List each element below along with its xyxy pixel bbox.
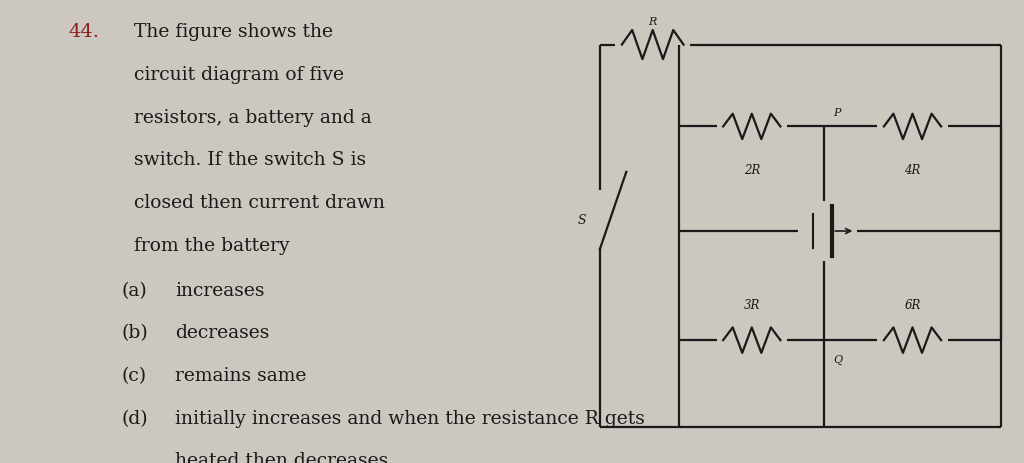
Text: increases: increases <box>175 281 265 299</box>
Text: from the battery: from the battery <box>133 236 289 254</box>
Text: decreases: decreases <box>175 324 269 342</box>
Text: closed then current drawn: closed then current drawn <box>133 194 384 212</box>
Text: circuit diagram of five: circuit diagram of five <box>133 66 344 84</box>
Text: Q: Q <box>834 354 843 364</box>
Text: initially increases and when the resistance R gets: initially increases and when the resista… <box>175 409 645 427</box>
Text: remains same: remains same <box>175 366 306 384</box>
Text: P: P <box>834 108 841 118</box>
Text: The figure shows the: The figure shows the <box>133 23 333 41</box>
Text: 44.: 44. <box>69 23 99 41</box>
Text: (b): (b) <box>122 324 148 342</box>
Text: 2R: 2R <box>743 163 760 176</box>
Text: R: R <box>648 17 656 27</box>
Text: (a): (a) <box>122 281 147 299</box>
Text: S: S <box>578 213 587 227</box>
Text: heated then decreases.: heated then decreases. <box>175 451 394 463</box>
Text: 6R: 6R <box>904 298 921 311</box>
Text: switch. If the switch S is: switch. If the switch S is <box>133 151 366 169</box>
Text: resistors, a battery and a: resistors, a battery and a <box>133 108 372 126</box>
Text: 3R: 3R <box>743 298 760 311</box>
Text: (c): (c) <box>122 366 146 384</box>
Text: 4R: 4R <box>904 163 921 176</box>
Text: (d): (d) <box>122 409 148 427</box>
